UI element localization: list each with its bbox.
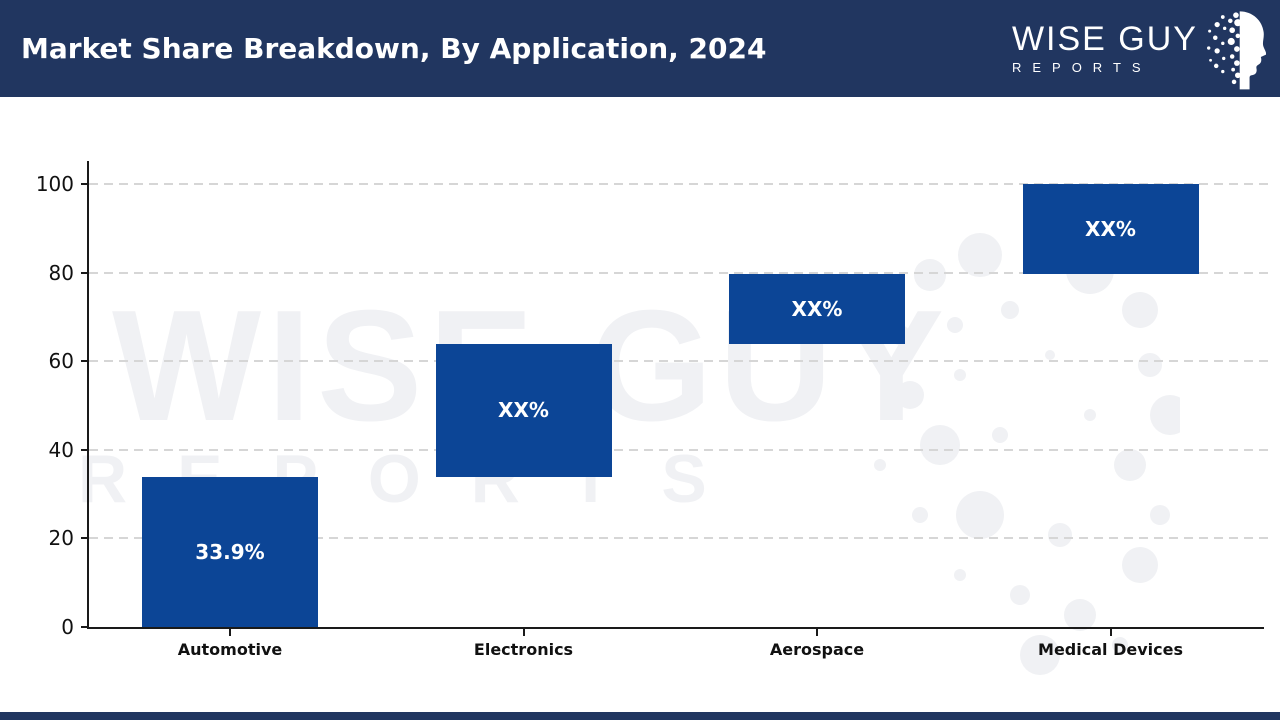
bar-value-label-medical-devices: XX%: [1085, 216, 1136, 241]
bar-electronics: XX%: [435, 343, 612, 477]
y-tick-label-20: 20: [48, 526, 74, 551]
x-tick-mark-electronics: [522, 629, 525, 636]
x-tick-mark-medical-devices: [1109, 629, 1112, 636]
y-tick-label-0: 0: [61, 615, 74, 639]
y-tick-label-80: 80: [48, 260, 74, 285]
header-bar: Market Share Breakdown, By Application, …: [0, 0, 1280, 97]
x-axis-label-aerospace: Aerospace: [769, 640, 865, 659]
y-gridline-20: [89, 537, 1268, 540]
y-tick-mark-20: [81, 537, 88, 540]
y-axis-spine: [87, 161, 89, 629]
bar-value-label-aerospace: XX%: [791, 296, 843, 321]
x-axis-label-electronics: Electronics: [473, 640, 574, 659]
brand-logo: WISE GUY REPORTS: [1012, 8, 1266, 90]
y-tick-mark-80: [81, 271, 88, 274]
footer-bar: [0, 712, 1280, 720]
y-gridline-60: [89, 360, 1268, 363]
y-tick-mark-40: [81, 448, 88, 451]
bar-aerospace: XX%: [729, 273, 905, 344]
x-tick-mark-aerospace: [816, 629, 818, 636]
bar-automotive: 33.9%: [142, 476, 318, 627]
page-title: Market Share Breakdown, By Application, …: [21, 32, 767, 65]
y-tick-mark-60: [81, 360, 88, 363]
brand-wordmark-block: WISE GUY REPORTS: [1012, 22, 1198, 75]
y-tick-mark-100: [81, 183, 88, 185]
y-gridline-100: [89, 183, 1268, 185]
y-tick-label-40: 40: [48, 437, 74, 462]
bar-value-label-automotive: 33.9%: [195, 539, 265, 564]
brand-wordmark: WISE GUY: [1011, 20, 1198, 58]
x-axis-label-automotive: Automotive: [177, 640, 283, 659]
x-axis-spine: [87, 627, 1264, 629]
y-tick-label-100: 100: [35, 172, 74, 196]
brand-subtext: REPORTS: [1011, 60, 1152, 75]
bar-medical-devices: XX%: [1022, 184, 1199, 274]
y-tick-label-60: 60: [48, 349, 74, 374]
y-tick-mark-0: [81, 626, 88, 628]
x-axis-label-medical-devices: Medical Devices: [1038, 640, 1183, 659]
brand-face-icon: [1207, 10, 1266, 89]
y-gridline-40: [89, 448, 1268, 451]
bar-value-label-electronics: XX%: [498, 398, 549, 423]
y-gridline-80: [89, 271, 1268, 274]
chart-area: WISE GUY REPORTS 0: [0, 97, 1280, 712]
x-tick-mark-automotive: [229, 629, 231, 636]
plot: 0 20 40 60 80 100 33.9% Automotive XX% Electronic…: [0, 97, 1280, 712]
